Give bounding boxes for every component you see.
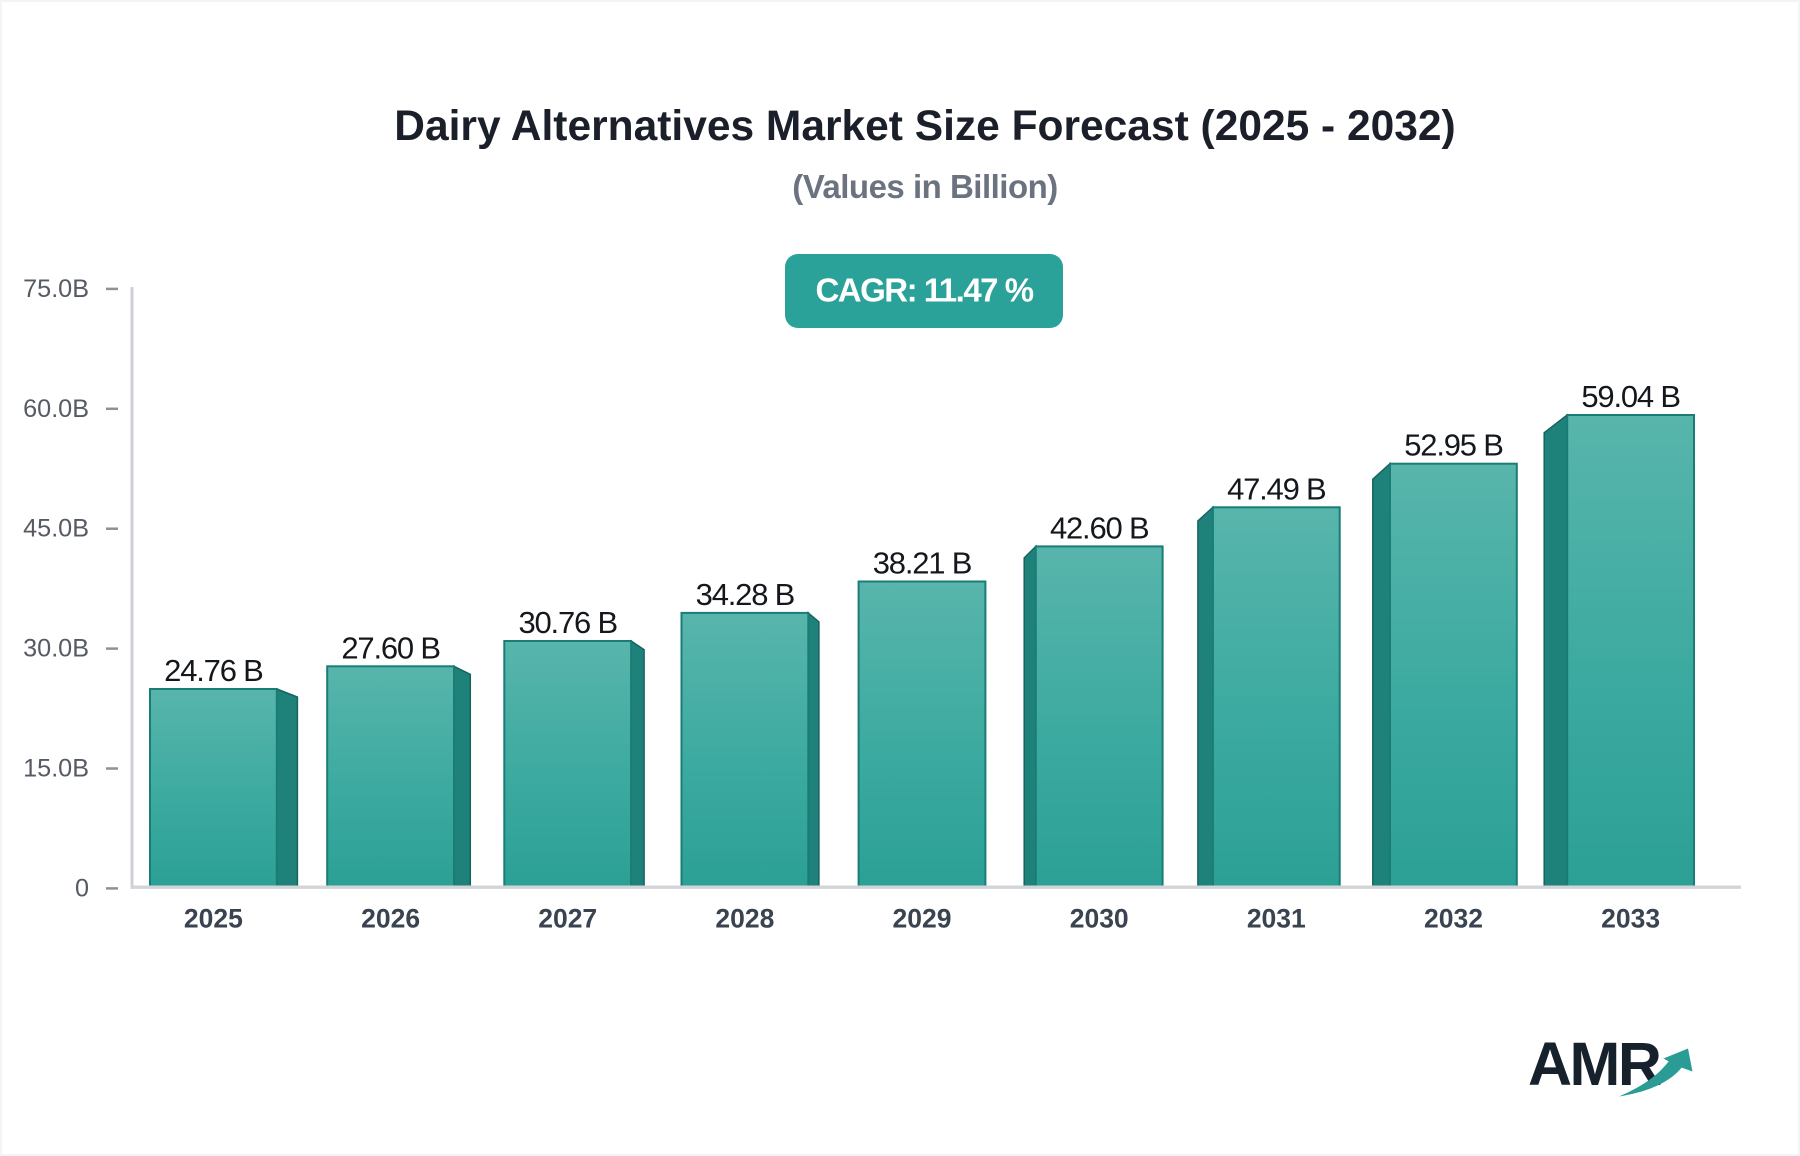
svg-text:Dairy Alternatives Market Size: Dairy Alternatives Market Size Forecast …	[394, 103, 1455, 150]
svg-text:CAGR: 11.47 %: CAGR: 11.47 %	[815, 272, 1033, 309]
svg-text:30.76 B: 30.76 B	[518, 605, 617, 640]
svg-text:2027: 2027	[538, 904, 597, 934]
svg-text:45.0B: 45.0B	[23, 515, 89, 543]
svg-text:75.0B: 75.0B	[23, 275, 89, 303]
svg-text:2030: 2030	[1070, 904, 1129, 934]
svg-text:59.04 B: 59.04 B	[1581, 379, 1680, 414]
svg-text:30.0B: 30.0B	[23, 635, 89, 663]
svg-text:38.21 B: 38.21 B	[873, 546, 972, 581]
svg-text:42.60 B: 42.60 B	[1050, 510, 1149, 545]
svg-text:0: 0	[75, 874, 89, 902]
svg-text:2029: 2029	[893, 904, 952, 934]
svg-text:52.95 B: 52.95 B	[1404, 428, 1503, 463]
svg-text:34.28 B: 34.28 B	[696, 577, 795, 612]
svg-text:2026: 2026	[361, 904, 420, 934]
svg-text:47.49 B: 47.49 B	[1227, 471, 1326, 506]
svg-text:60.0B: 60.0B	[23, 395, 89, 423]
svg-text:24.76 B: 24.76 B	[164, 653, 263, 688]
svg-text:2032: 2032	[1424, 904, 1483, 934]
svg-text:2033: 2033	[1601, 904, 1660, 934]
svg-text:(Values in Billion): (Values in Billion)	[792, 168, 1058, 205]
svg-text:2031: 2031	[1247, 904, 1306, 934]
svg-text:2028: 2028	[715, 904, 774, 934]
svg-text:27.60 B: 27.60 B	[341, 630, 440, 665]
svg-text:15.0B: 15.0B	[23, 755, 89, 783]
svg-text:2025: 2025	[184, 904, 243, 934]
